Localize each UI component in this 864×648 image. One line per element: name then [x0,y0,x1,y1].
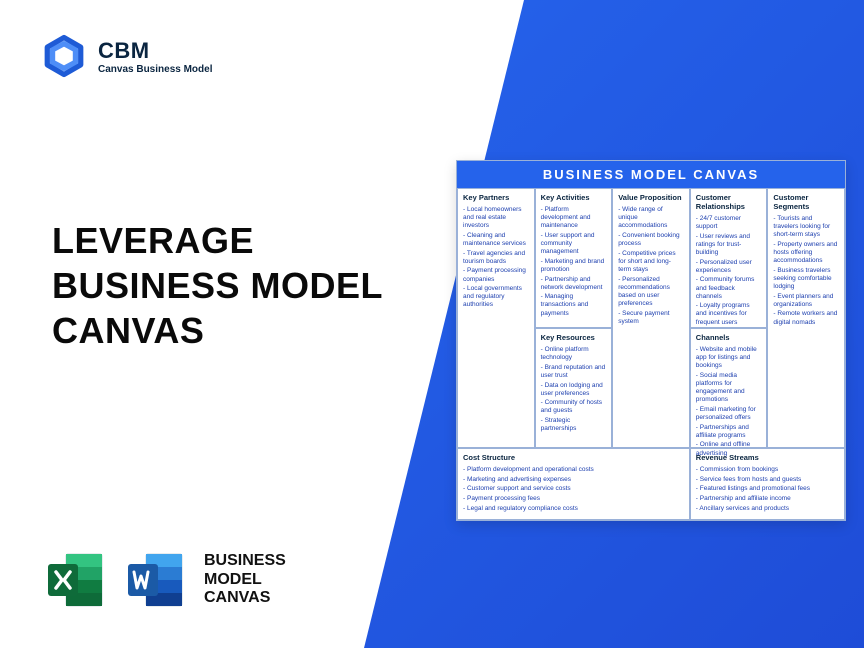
file-format-strip: BUSINESS MODEL CANVAS [44,548,286,612]
list-item: Travel agencies and tourism boards [463,250,529,266]
canvas-preview-card: BUSINESS MODEL CANVAS Key Partners Local… [456,160,846,521]
list-item: Personalized recommendations based on us… [618,276,684,309]
brand-logo-block: CBM Canvas Business Model [42,34,212,78]
list-item: Tourists and travelers looking for short… [773,215,839,239]
cell-customer-relationships: Customer Relationships 24/7 customer sup… [690,188,768,328]
list-item: Social media platforms for engagement an… [696,372,762,405]
list-item: Local governments and regulatory authori… [463,285,529,309]
list-item: Data on lodging and user preferences [541,382,607,398]
list-item: Managing transactions and payments [541,293,607,317]
list-item: Secure payment system [618,310,684,326]
cell-customer-segments: Customer Segments Tourists and travelers… [767,188,845,448]
list-item: Competitive prices for short and long-te… [618,250,684,274]
list-item: Partnership and network development [541,276,607,292]
list-item: Online platform technology [541,346,607,362]
list-item: Platform development and operational cos… [463,466,684,474]
brand-logo-icon [42,34,86,78]
list-item: Business travelers seeking comfortable l… [773,267,839,291]
canvas-title: BUSINESS MODEL CANVAS [457,161,845,188]
list-item: Remote workers and digital nomads [773,310,839,326]
list-item: Cleaning and maintenance services [463,232,529,248]
list-item: Service fees from hosts and guests [696,476,839,484]
canvas-grid: Key Partners Local homeowners and real e… [457,188,845,520]
cell-cost-structure: Cost Structure Platform development and … [457,448,690,520]
list-item: Convenient booking process [618,232,684,248]
list-item: Partnerships and affiliate programs [696,424,762,440]
cell-value-proposition: Value Proposition Wide range of unique a… [612,188,690,448]
list-item: Property owners and hosts offering accom… [773,241,839,265]
list-item: Event planners and organizations [773,293,839,309]
list-item: Featured listings and promotional fees [696,485,839,493]
cell-key-partners: Key Partners Local homeowners and real e… [457,188,535,448]
brand-tagline: Canvas Business Model [98,64,212,75]
brand-name: CBM [98,38,212,64]
excel-icon [44,548,108,612]
list-item: User support and community management [541,232,607,256]
list-item: Wide range of unique accommodations [618,206,684,230]
cell-revenue-streams: Revenue Streams Commission from bookings… [690,448,845,520]
list-item: Commission from bookings [696,466,839,474]
list-item: 24/7 customer support [696,215,762,231]
list-item: User reviews and ratings for trust-build… [696,233,762,257]
list-item: Website and mobile app for listings and … [696,346,762,370]
list-item: Marketing and brand promotion [541,258,607,274]
list-item: Customer support and service costs [463,485,684,493]
list-item: Local homeowners and real estate investo… [463,206,529,230]
list-item: Payment processing fees [463,495,684,503]
hero-line-2: BUSINESS MODEL [52,265,383,306]
cell-channels: Channels Website and mobile app for list… [690,328,768,448]
list-item: Ancillary services and products [696,505,839,513]
list-item: Marketing and advertising expenses [463,476,684,484]
list-item: Strategic partnerships [541,417,607,433]
cell-key-activities: Key Activities Platform development and … [535,188,613,328]
list-item: Brand reputation and user trust [541,364,607,380]
list-item: Legal and regulatory compliance costs [463,505,684,513]
hero-line-3: CANVAS [52,310,204,351]
hero-line-1: LEVERAGE [52,220,254,261]
word-icon [124,548,188,612]
list-item: Loyalty programs and incentives for freq… [696,302,762,326]
strip-label: BUSINESS MODEL CANVAS [204,552,286,607]
list-item: Email marketing for personalized offers [696,406,762,422]
list-item: Payment processing companies [463,267,529,283]
list-item: Partnership and affiliate income [696,495,839,503]
list-item: Personalized user experiences [696,259,762,275]
hero-title: LEVERAGE BUSINESS MODEL CANVAS [52,218,383,353]
list-item: Community of hosts and guests [541,399,607,415]
cell-key-resources: Key Resources Online platform technology… [535,328,613,448]
list-item: Community forums and feedback channels [696,276,762,300]
list-item: Platform development and maintenance [541,206,607,230]
